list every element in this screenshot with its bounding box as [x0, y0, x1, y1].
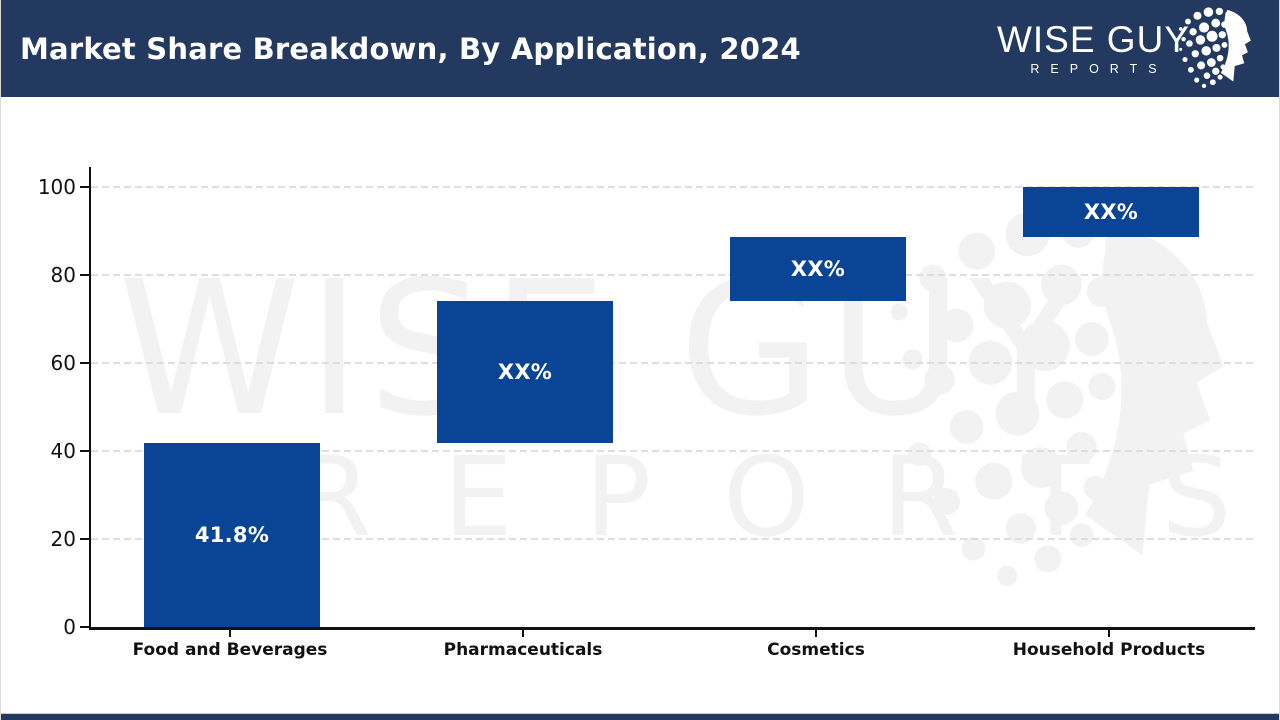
y-tick-label: 80 [50, 263, 76, 287]
bar-value-label: 41.8% [194, 523, 270, 548]
y-tick-label: 100 [37, 175, 76, 199]
bar-value-label: XX% [497, 360, 553, 385]
y-tick-label: 60 [50, 351, 76, 375]
y-tick-label: 40 [50, 439, 76, 463]
gridline-y-100 [91, 186, 1255, 188]
logo-wordmark: WISE GUY [996, 19, 1190, 60]
x-tick-mark [1108, 630, 1110, 637]
y-tick-mark [80, 450, 89, 452]
x-category-label: Pharmaceuticals [443, 640, 603, 660]
gridline-y-40 [91, 450, 1255, 452]
y-tick-label: 0 [63, 615, 76, 639]
chart-area: WISE GUY REPORTS 41.8% XX% XX% XX% 0 20 40 60 8… [0, 97, 1280, 720]
bar-segment: XX% [437, 301, 613, 444]
gridline-y-60 [91, 362, 1255, 364]
footer-bar [0, 714, 1280, 720]
y-tick-mark [80, 362, 89, 364]
page-title: Market Share Breakdown, By Application, … [20, 31, 801, 66]
bar-value-label: XX% [790, 257, 846, 282]
dotted-face-icon [1178, 6, 1251, 88]
y-tick-mark [80, 274, 89, 276]
gridline-y-20 [91, 538, 1255, 540]
gridline-y-80 [91, 274, 1255, 276]
y-tick-mark [80, 538, 89, 540]
y-tick-mark [80, 626, 89, 628]
bar-segment: 41.8% [144, 443, 320, 627]
y-tick-label: 20 [50, 527, 76, 551]
x-category-label: Cosmetics [767, 640, 865, 660]
x-category-label: Food and Beverages [132, 640, 328, 660]
x-tick-mark [815, 630, 817, 637]
x-tick-mark [229, 630, 231, 637]
y-tick-mark [80, 186, 89, 188]
logo-subtitle: REPORTS [1030, 62, 1168, 76]
bar-segment: XX% [1023, 187, 1199, 237]
wise-guy-reports-logo: WISE GUY REPORTS [997, 6, 1256, 91]
logo-text: WISE GUY REPORTS [997, 21, 1190, 76]
x-tick-mark [522, 630, 524, 637]
x-category-label: Household Products [1012, 640, 1206, 660]
plot-area: 41.8% XX% XX% XX% [89, 167, 1255, 630]
footer-divider [0, 713, 1280, 714]
bar-segment: XX% [730, 236, 906, 302]
header-banner: Market Share Breakdown, By Application, … [0, 0, 1280, 97]
bar-value-label: XX% [1083, 199, 1139, 224]
